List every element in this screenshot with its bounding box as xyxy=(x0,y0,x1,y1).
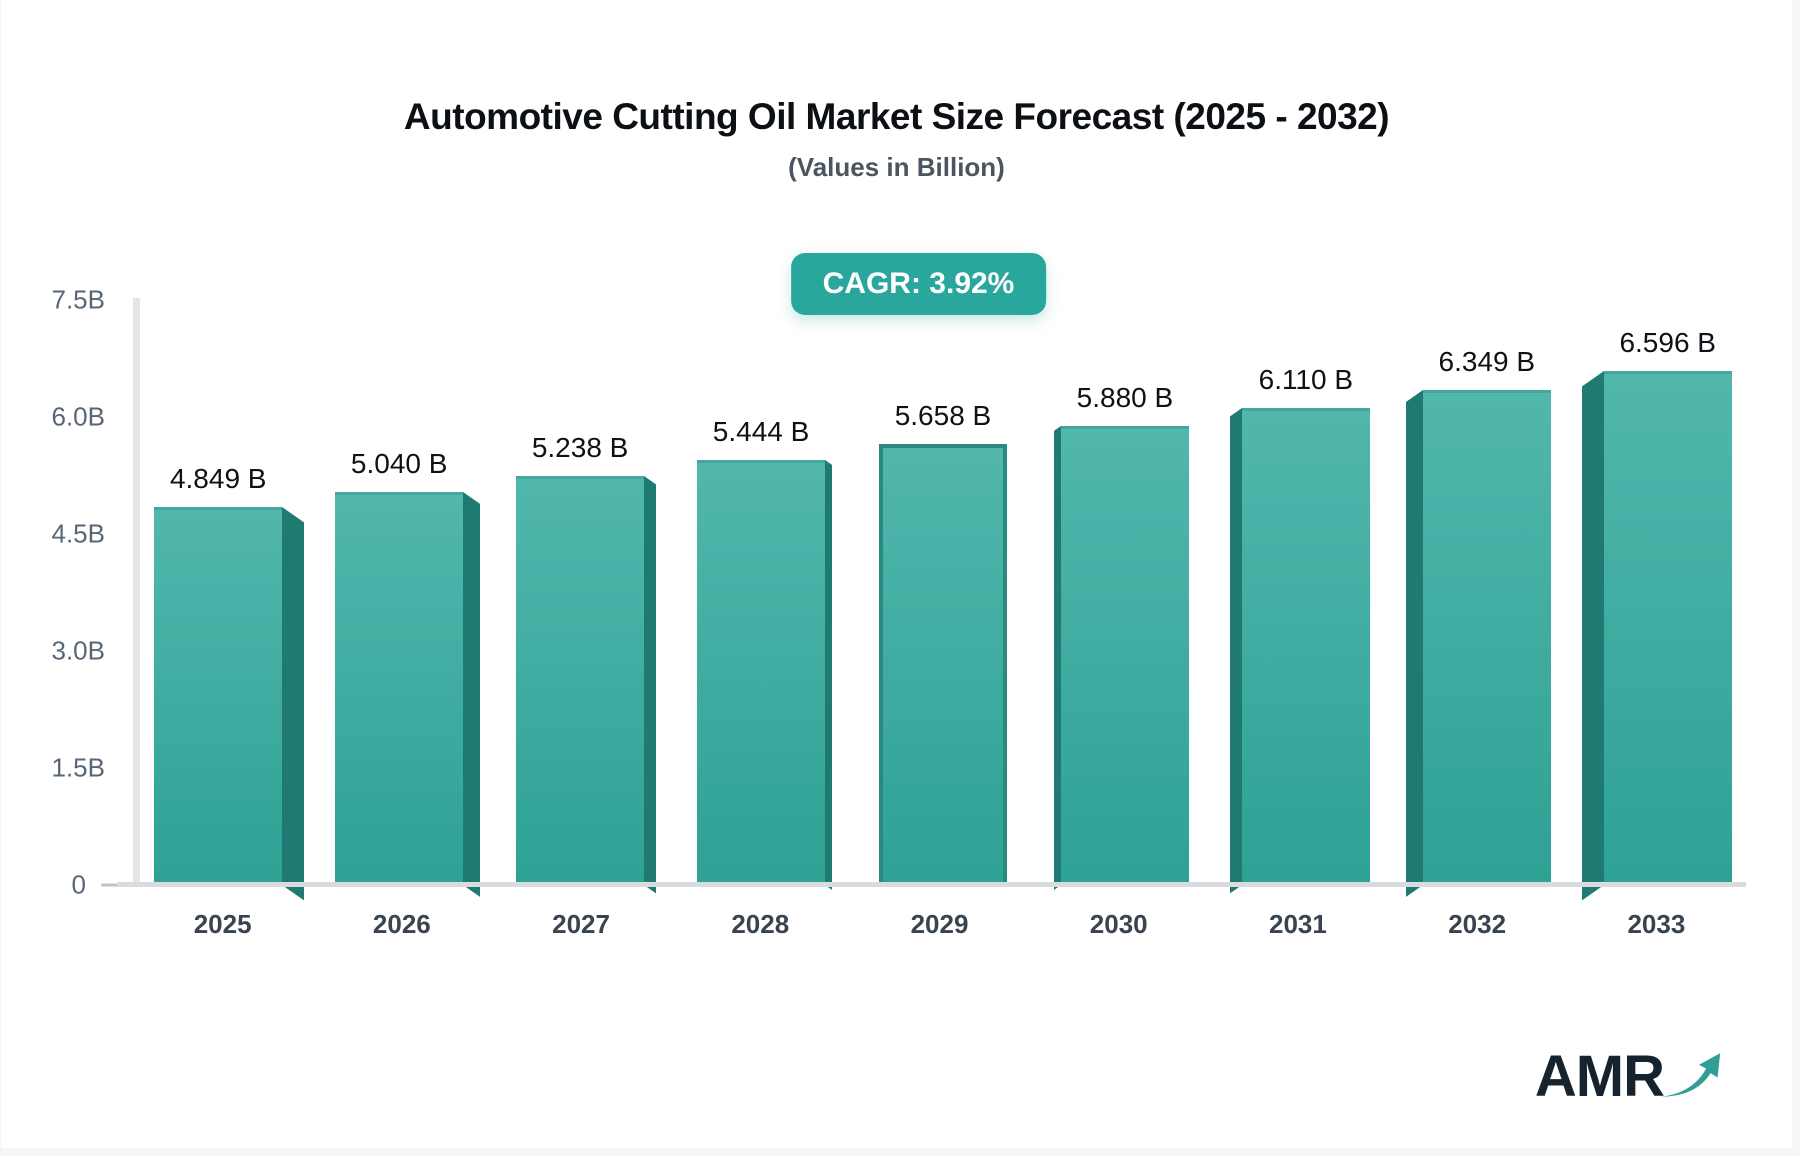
bar-2026: 5.040 B xyxy=(335,448,481,897)
bar-side-3d xyxy=(1581,370,1604,901)
y-tick: 7.5B xyxy=(52,285,120,316)
bar-side-3d xyxy=(282,506,305,901)
bar-face xyxy=(335,491,464,885)
y-tick-label: 0 xyxy=(71,869,86,900)
bar-2029: 5.658 B xyxy=(878,400,1007,885)
chart-subtitle: (Values in Billion) xyxy=(788,152,1005,182)
x-axis-label-2033: 2033 xyxy=(1627,909,1686,939)
y-tick: 4.5B xyxy=(52,519,120,550)
y-tick-dash xyxy=(101,883,120,887)
bar-slot: 6.349 B xyxy=(1389,300,1567,897)
amr-logo-text: AMR xyxy=(1534,1044,1665,1109)
bar-side-3d xyxy=(463,491,481,897)
cagr-badge: CAGR: 3.92% xyxy=(790,253,1047,315)
bar-side-3d xyxy=(644,476,657,894)
bar-value-label: 6.596 B xyxy=(1619,326,1716,358)
y-tick: 6.0B xyxy=(52,402,120,433)
y-tick: 1.5B xyxy=(52,753,120,784)
y-tick-label: 4.5B xyxy=(51,518,106,549)
bars-container: 4.849 B 5.040 B 5.238 B 5.444 B 5.658 B 5.880… xyxy=(140,300,1746,901)
bar-2025: 4.849 B xyxy=(154,463,305,901)
y-tick: 0 xyxy=(56,870,120,901)
bar-value-label: 5.238 B xyxy=(531,432,629,464)
y-tick-label: 3.0B xyxy=(51,635,106,666)
x-axis-label-2027: 2027 xyxy=(552,909,610,939)
x-axis-label-2028: 2028 xyxy=(731,909,790,939)
x-axis-label-2029: 2029 xyxy=(910,909,969,939)
bar-face xyxy=(1060,426,1189,885)
bar-slot: 5.238 B xyxy=(497,300,675,894)
bar-value-label: 5.444 B xyxy=(712,416,810,448)
chart-title: Automotive Cutting Oil Market Size Forec… xyxy=(403,96,1390,137)
y-tick-label: 7.5B xyxy=(51,284,106,315)
bar-value-label: 6.110 B xyxy=(1258,364,1354,396)
x-axis-label-2032: 2032 xyxy=(1448,909,1507,939)
y-tick: 3.0B xyxy=(52,636,120,667)
bar-2031: 6.110 B xyxy=(1229,364,1370,894)
bar-slot: 6.596 B xyxy=(1568,300,1746,901)
bar-value-label: 6.349 B xyxy=(1438,345,1536,377)
y-axis: 7.5B 6.0B 4.5B 3.0B 1.5B 0 xyxy=(52,285,120,900)
bar-face xyxy=(1422,389,1551,885)
bar-value-label: 5.880 B xyxy=(1076,382,1174,414)
amr-logo: AMR xyxy=(1535,1043,1724,1110)
y-tick-label: 6.0B xyxy=(51,401,106,432)
bar-side-3d xyxy=(1053,426,1061,890)
bar-side-3d xyxy=(825,460,833,890)
bar-face xyxy=(697,460,826,885)
bar-face xyxy=(878,443,1007,885)
growth-arrow-icon xyxy=(1661,1052,1721,1097)
x-axis-line xyxy=(117,882,1746,887)
bar-side-3d xyxy=(1229,408,1242,894)
bar-slot: 5.444 B xyxy=(675,300,853,890)
x-axis-label-2030: 2030 xyxy=(1089,909,1148,939)
bar-slot: 6.110 B xyxy=(1211,300,1389,894)
x-axis: 2025 2026 2027 2028 2029 2030 2031 2032 2033 xyxy=(133,885,1746,940)
bar-slot: 4.849 B xyxy=(140,300,318,901)
bar-face xyxy=(154,506,283,885)
bar-value-label: 5.658 B xyxy=(894,399,992,431)
bar-face xyxy=(516,476,645,885)
bar-face xyxy=(1241,408,1370,885)
bar-2033: 6.596 B xyxy=(1581,327,1732,901)
y-tick-label: 1.5B xyxy=(51,752,106,783)
bar-2030: 5.880 B xyxy=(1053,382,1189,890)
bar-value-label: 5.040 B xyxy=(350,447,448,479)
plot-area: 4.849 B 5.040 B 5.238 B 5.444 B 5.658 B 5.880… xyxy=(117,298,1746,901)
bar-slot: 5.040 B xyxy=(318,300,496,897)
x-axis-label-2031: 2031 xyxy=(1269,909,1327,939)
bar-2028: 5.444 B xyxy=(697,416,833,890)
bar-face xyxy=(1603,370,1732,885)
bar-2032: 6.349 B xyxy=(1405,346,1551,897)
bar-value-label: 4.849 B xyxy=(169,462,267,494)
bar-side-3d xyxy=(1405,389,1423,897)
bar-slot: 5.658 B xyxy=(854,300,1032,885)
bar-chart: 7.5B 6.0B 4.5B 3.0B 1.5B 0 4.849 B 5.040 B 5.23… xyxy=(52,285,1746,940)
y-axis-line xyxy=(133,298,140,887)
x-axis-label-2025: 2025 xyxy=(193,909,252,939)
x-axis-label-2026: 2026 xyxy=(372,909,431,939)
bar-slot: 5.880 B xyxy=(1032,300,1210,890)
bar-2027: 5.238 B xyxy=(516,432,657,894)
